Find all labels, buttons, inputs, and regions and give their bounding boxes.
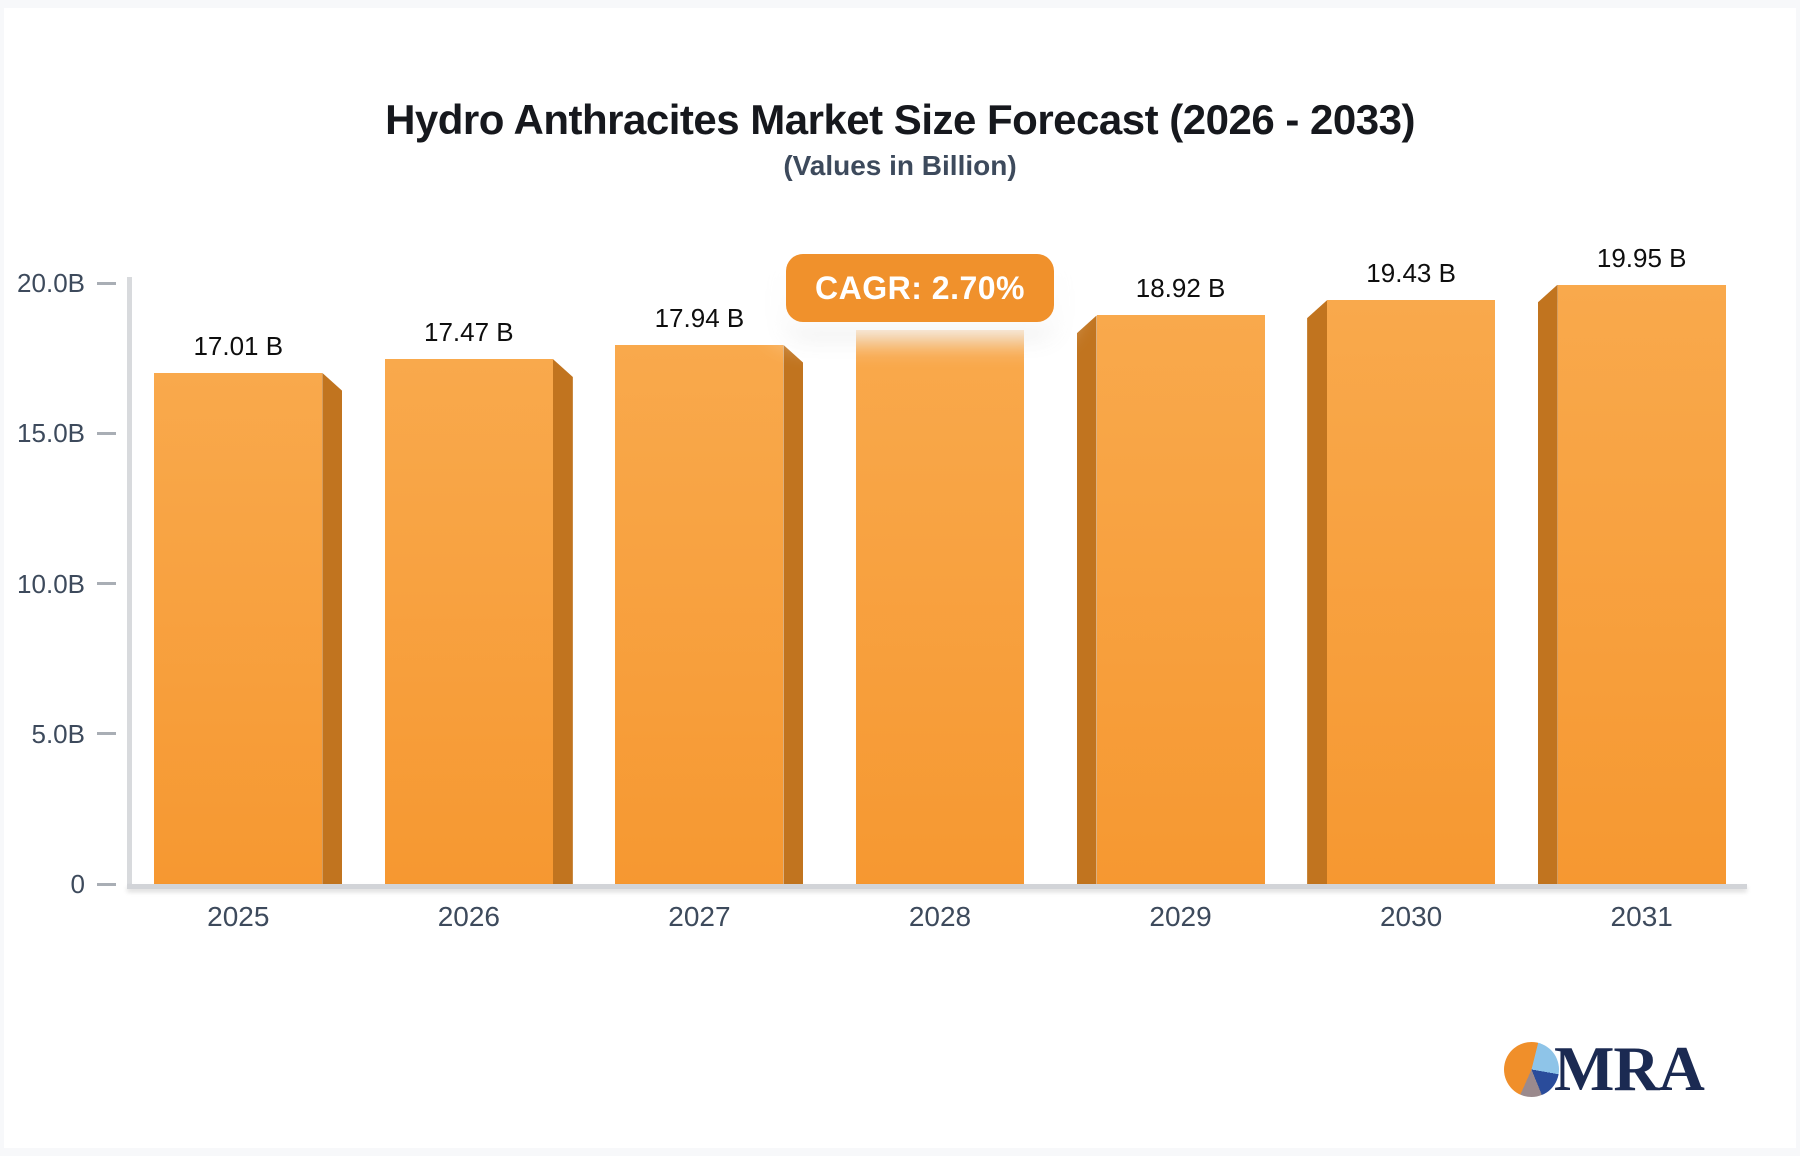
bar-value-2027: 17.94 B [654, 302, 745, 333]
bar-2029 [1096, 315, 1265, 884]
bar-2030 [1327, 300, 1496, 884]
bar-2026 [384, 359, 553, 884]
bar-2029-side [1076, 315, 1097, 884]
brand-logo: MRA [1504, 1033, 1705, 1104]
x-label-2027: 2027 [668, 901, 731, 932]
bar-2030-side [1307, 300, 1328, 884]
y-tick-20 [97, 281, 116, 285]
logo-wordmark: MRA [1554, 1033, 1705, 1104]
bar-2027-side [783, 344, 804, 884]
x-label-2026: 2026 [437, 901, 500, 932]
chart-title: Hydro Anthracites Market Size Forecast (… [385, 96, 1415, 143]
bar-value-2026: 17.47 B [424, 317, 514, 348]
chart-subtitle: (Values in Billion) [783, 150, 1017, 181]
x-label-2030: 2030 [1379, 901, 1443, 932]
bar-value-2031: 19.95 B [1596, 242, 1687, 273]
bar-2025 [154, 372, 323, 884]
cagr-badge: CAGR: 2.70% [786, 254, 1054, 322]
bar-value-2029: 18.92 B [1135, 273, 1226, 304]
bar-2031-side [1537, 284, 1558, 884]
bar-2031 [1557, 284, 1726, 884]
cagr-badge-label: CAGR: 2.70% [815, 269, 1025, 306]
x-label-2031: 2031 [1610, 901, 1673, 932]
y-tick-0 [97, 882, 116, 886]
y-tick-10 [97, 582, 116, 585]
y-tick-label-10: 10.0B [17, 568, 85, 599]
x-axis-line [127, 884, 1747, 889]
x-label-2028: 2028 [908, 901, 972, 932]
bar-value-2025: 17.01 B [193, 330, 284, 361]
bar-2027 [615, 344, 784, 884]
y-tick-label-0: 0 [70, 869, 85, 899]
bar-2026-side [552, 359, 573, 884]
bar-value-2030: 19.43 B [1366, 258, 1456, 289]
y-tick-label-15: 15.0B [17, 418, 85, 449]
y-tick-15 [97, 431, 116, 435]
bar-2025-side [322, 372, 343, 884]
y-axis-line [127, 277, 132, 889]
y-tick-5 [97, 732, 116, 736]
y-tick-label-20: 20.0B [17, 268, 85, 298]
bar-2028 [855, 330, 1024, 884]
x-label-2029: 2029 [1149, 901, 1212, 932]
y-tick-label-5: 5.0B [31, 718, 86, 749]
pie-chart-logo-icon [1504, 1041, 1559, 1097]
x-label-2025: 2025 [207, 901, 270, 932]
